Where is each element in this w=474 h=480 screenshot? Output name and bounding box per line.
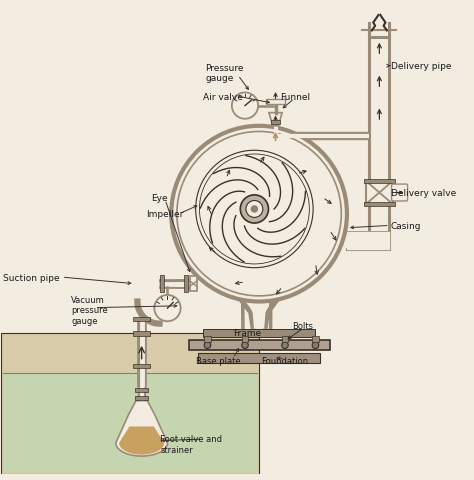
Bar (282, 336, 288, 342)
Bar (135, 388, 148, 392)
Bar (190, 276, 197, 291)
Bar (133, 318, 150, 322)
Bar (364, 180, 395, 183)
Text: Frame: Frame (233, 328, 261, 337)
Bar (3, 373, 257, 472)
Bar (242, 336, 248, 342)
Bar (366, 181, 393, 205)
Circle shape (240, 195, 268, 224)
Polygon shape (119, 427, 164, 455)
Circle shape (171, 127, 347, 302)
Bar (204, 336, 211, 342)
Bar (312, 336, 319, 342)
Bar (364, 203, 395, 207)
Circle shape (204, 342, 211, 349)
Circle shape (312, 342, 319, 349)
Text: Eye: Eye (151, 193, 168, 202)
Bar (135, 396, 148, 400)
Text: Vacuum
pressure
gauge: Vacuum pressure gauge (71, 296, 108, 325)
Polygon shape (269, 113, 282, 127)
Text: Casing: Casing (391, 221, 421, 230)
Text: Base plate: Base plate (196, 357, 240, 365)
Bar (271, 121, 280, 124)
Bar (160, 276, 164, 292)
FancyBboxPatch shape (392, 185, 408, 202)
Circle shape (251, 206, 258, 213)
Text: Bolts: Bolts (292, 321, 313, 330)
Text: Delivery valve: Delivery valve (391, 189, 456, 198)
Circle shape (155, 295, 181, 322)
Bar (266, 99, 285, 105)
Bar (198, 353, 320, 363)
Bar (133, 332, 150, 336)
Text: Pressure
gauge: Pressure gauge (205, 64, 244, 83)
Bar (0, 334, 259, 474)
Text: Funnel: Funnel (280, 93, 310, 101)
Circle shape (232, 93, 258, 120)
Polygon shape (116, 401, 167, 456)
Text: Foundation: Foundation (262, 357, 309, 365)
Bar (203, 329, 316, 337)
Text: Foot valve and
strainer: Foot valve and strainer (160, 434, 222, 454)
Bar (133, 364, 150, 369)
Text: Delivery pipe: Delivery pipe (391, 62, 451, 71)
Circle shape (177, 132, 341, 296)
Text: Impeller: Impeller (146, 210, 184, 219)
Text: Air valve: Air valve (203, 93, 243, 101)
Circle shape (242, 342, 248, 349)
Circle shape (282, 342, 288, 349)
Circle shape (246, 201, 263, 218)
Bar (189, 340, 329, 351)
Text: Suction pipe: Suction pipe (3, 273, 60, 282)
Bar (184, 276, 188, 292)
